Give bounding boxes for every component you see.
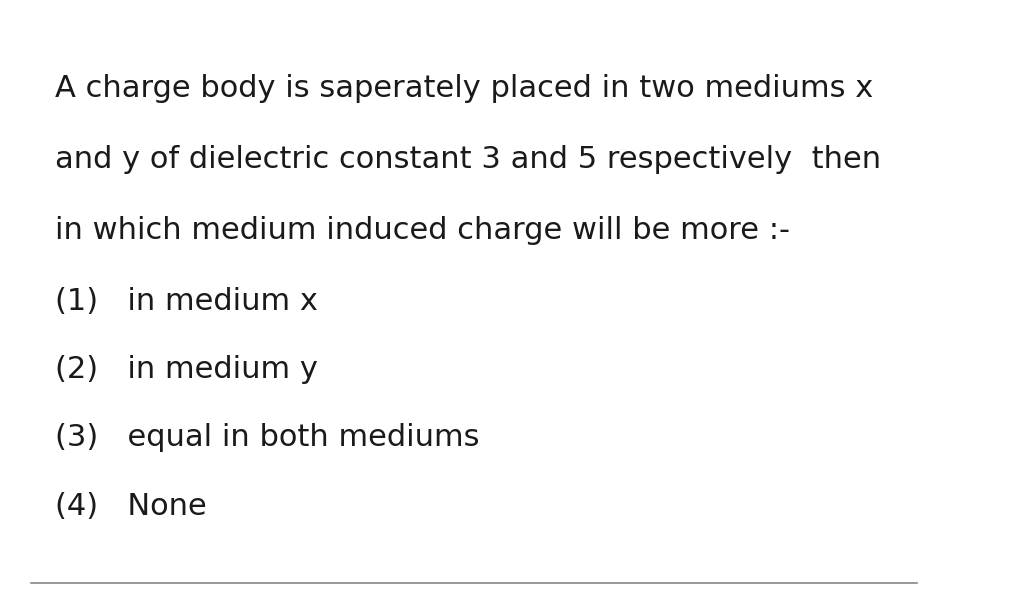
- Text: A charge body is saperately placed in two mediums x: A charge body is saperately placed in tw…: [54, 74, 872, 103]
- Text: (3)   equal in both mediums: (3) equal in both mediums: [54, 423, 479, 453]
- Text: (2)   in medium y: (2) in medium y: [54, 355, 317, 385]
- Text: in which medium induced charge will be more :-: in which medium induced charge will be m…: [54, 216, 790, 245]
- Text: and y of dielectric constant 3 and 5 respectively  then: and y of dielectric constant 3 and 5 res…: [54, 145, 881, 174]
- Text: (1)   in medium x: (1) in medium x: [54, 287, 317, 316]
- Text: (4)   None: (4) None: [54, 492, 207, 520]
